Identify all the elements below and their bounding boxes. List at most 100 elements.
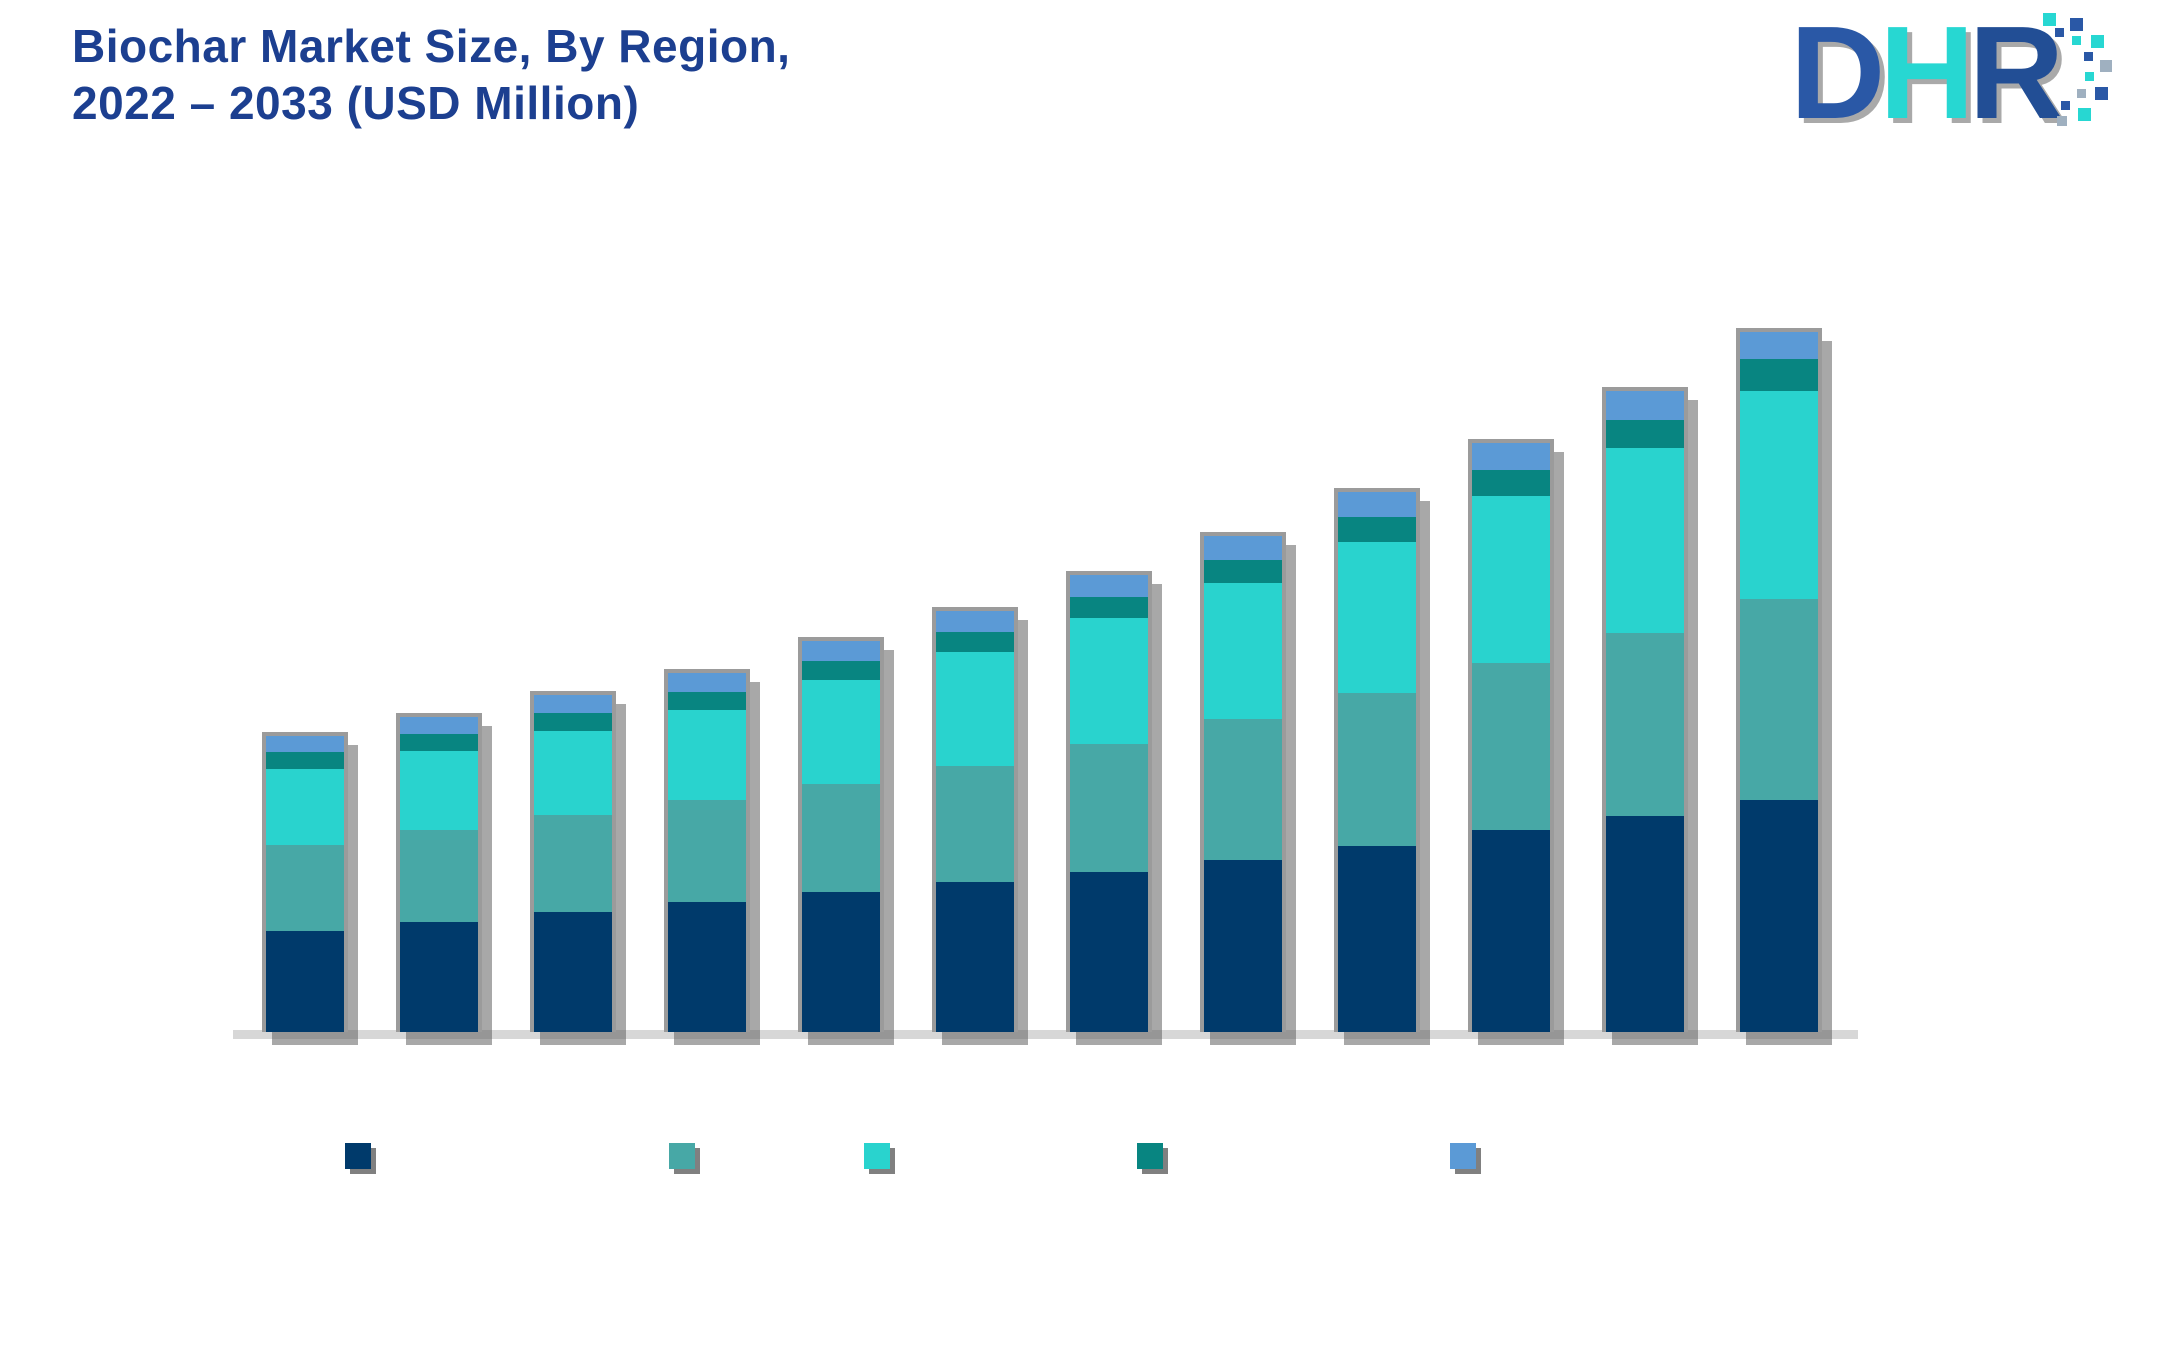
bar-2028-segment-4-dark-teal bbox=[1070, 597, 1148, 618]
bar-2029-segment-5-light-blue bbox=[1204, 536, 1282, 560]
bar-2027-segment-3-turquoise bbox=[936, 652, 1014, 766]
bar-2029-segment-1-navy bbox=[1204, 860, 1282, 1032]
bar-2023-segment-3-turquoise bbox=[400, 751, 478, 830]
bar-2027-segment-1-navy bbox=[936, 882, 1014, 1032]
bar-2031-segment-2-sea-teal bbox=[1472, 663, 1550, 830]
bar-2032-segment-2-sea-teal bbox=[1606, 633, 1684, 816]
legend-swatch-5 bbox=[1450, 1143, 1476, 1169]
bar-2030-segment-4-dark-teal bbox=[1338, 517, 1416, 542]
bar-2033-segment-2-sea-teal bbox=[1740, 599, 1818, 800]
bar-2023 bbox=[396, 713, 482, 1032]
logo-dot bbox=[2057, 116, 2067, 126]
bar-2029 bbox=[1200, 532, 1286, 1032]
logo-dot bbox=[2072, 36, 2081, 45]
logo-dot bbox=[2095, 87, 2108, 100]
bar-2028 bbox=[1066, 571, 1152, 1032]
logo-dot bbox=[2070, 18, 2083, 31]
bar-2026-segment-4-dark-teal bbox=[802, 661, 880, 680]
bar-2028-segment-5-light-blue bbox=[1070, 575, 1148, 597]
logo-dot bbox=[2043, 13, 2056, 26]
bar-2026 bbox=[798, 637, 884, 1032]
chart-title-line1: Biochar Market Size, By Region, bbox=[72, 20, 791, 72]
bar-2033-segment-4-dark-teal bbox=[1740, 359, 1818, 391]
bar-2032-segment-5-light-blue bbox=[1606, 391, 1684, 420]
bar-2032-segment-4-dark-teal bbox=[1606, 420, 1684, 448]
bar-2029-segment-3-turquoise bbox=[1204, 583, 1282, 719]
bar-2028-segment-3-turquoise bbox=[1070, 618, 1148, 744]
bar-2028-segment-2-sea-teal bbox=[1070, 744, 1148, 872]
chart-title-line2: 2022 – 2033 (USD Million) bbox=[72, 77, 640, 129]
x-axis-baseline bbox=[233, 1030, 1858, 1039]
bar-2031-segment-4-dark-teal bbox=[1472, 470, 1550, 496]
bar-2031-segment-5-light-blue bbox=[1472, 443, 1550, 470]
logo-dot bbox=[2078, 108, 2091, 121]
bar-2025-segment-5-light-blue bbox=[668, 673, 746, 692]
bar-2027-segment-5-light-blue bbox=[936, 611, 1014, 632]
logo-dot bbox=[2084, 52, 2093, 61]
bar-2030 bbox=[1334, 488, 1420, 1032]
bar-2022 bbox=[262, 732, 348, 1032]
bar-2024-segment-5-light-blue bbox=[534, 695, 612, 713]
bar-2023-segment-2-sea-teal bbox=[400, 830, 478, 922]
bar-2027 bbox=[932, 607, 1018, 1032]
bar-2031-segment-3-turquoise bbox=[1472, 496, 1550, 663]
legend-swatch-2 bbox=[669, 1143, 695, 1169]
dhr-logo-letters: DHR bbox=[1790, 5, 2064, 140]
bar-2027-segment-4-dark-teal bbox=[936, 632, 1014, 652]
bar-2023-segment-5-light-blue bbox=[400, 717, 478, 734]
bar-2022-segment-4-dark-teal bbox=[266, 752, 344, 769]
dhr-logo: DHR bbox=[1790, 5, 2160, 160]
bar-2025-segment-2-sea-teal bbox=[668, 800, 746, 902]
logo-dot bbox=[2091, 35, 2104, 48]
bar-2025-segment-3-turquoise bbox=[668, 710, 746, 800]
bar-2033-segment-1-navy bbox=[1740, 800, 1818, 1032]
bar-2025 bbox=[664, 669, 750, 1032]
bar-2024-segment-3-turquoise bbox=[534, 731, 612, 815]
legend-swatch-4 bbox=[1137, 1143, 1163, 1169]
bar-2022-segment-2-sea-teal bbox=[266, 845, 344, 931]
bar-2033 bbox=[1736, 328, 1822, 1032]
bar-2026-segment-5-light-blue bbox=[802, 641, 880, 661]
bar-2024 bbox=[530, 691, 616, 1032]
legend-swatch-1 bbox=[345, 1143, 371, 1169]
logo-dot bbox=[2100, 60, 2112, 72]
logo-dot bbox=[2085, 72, 2094, 81]
bar-2027-segment-2-sea-teal bbox=[936, 766, 1014, 882]
logo-dot bbox=[2055, 28, 2064, 37]
bar-2030-segment-1-navy bbox=[1338, 846, 1416, 1032]
bar-2032 bbox=[1602, 387, 1688, 1032]
bar-2025-segment-1-navy bbox=[668, 902, 746, 1032]
bar-2025-segment-4-dark-teal bbox=[668, 692, 746, 710]
bar-2031 bbox=[1468, 439, 1554, 1032]
bar-2028-segment-1-navy bbox=[1070, 872, 1148, 1032]
bar-2033-segment-3-turquoise bbox=[1740, 391, 1818, 599]
bar-2026-segment-1-navy bbox=[802, 892, 880, 1032]
bar-2023-segment-4-dark-teal bbox=[400, 734, 478, 751]
logo-dot bbox=[2077, 89, 2086, 98]
bar-2026-segment-2-sea-teal bbox=[802, 784, 880, 892]
bar-2024-segment-4-dark-teal bbox=[534, 713, 612, 731]
bar-2022-segment-3-turquoise bbox=[266, 769, 344, 845]
bar-2022-segment-5-light-blue bbox=[266, 736, 344, 752]
legend-swatch-3 bbox=[864, 1143, 890, 1169]
bar-2031-segment-1-navy bbox=[1472, 830, 1550, 1032]
bar-2024-segment-2-sea-teal bbox=[534, 815, 612, 912]
bar-2032-segment-1-navy bbox=[1606, 816, 1684, 1032]
bar-2033-segment-5-light-blue bbox=[1740, 332, 1818, 359]
bar-2023-segment-1-navy bbox=[400, 922, 478, 1032]
bar-2030-segment-3-turquoise bbox=[1338, 542, 1416, 693]
bar-2029-segment-4-dark-teal bbox=[1204, 560, 1282, 583]
bar-2030-segment-2-sea-teal bbox=[1338, 693, 1416, 846]
logo-letter-r: R bbox=[1968, 0, 2064, 146]
logo-dot bbox=[2061, 101, 2070, 110]
bar-2030-segment-5-light-blue bbox=[1338, 492, 1416, 517]
bar-2026-segment-3-turquoise bbox=[802, 680, 880, 784]
chart-title: Biochar Market Size, By Region, 2022 – 2… bbox=[72, 18, 790, 132]
logo-letter-d: D bbox=[1790, 0, 1885, 146]
bar-2022-segment-1-navy bbox=[266, 931, 344, 1032]
logo-letter-h: H bbox=[1879, 0, 1974, 146]
bar-2024-segment-1-navy bbox=[534, 912, 612, 1032]
bar-2029-segment-2-sea-teal bbox=[1204, 719, 1282, 860]
